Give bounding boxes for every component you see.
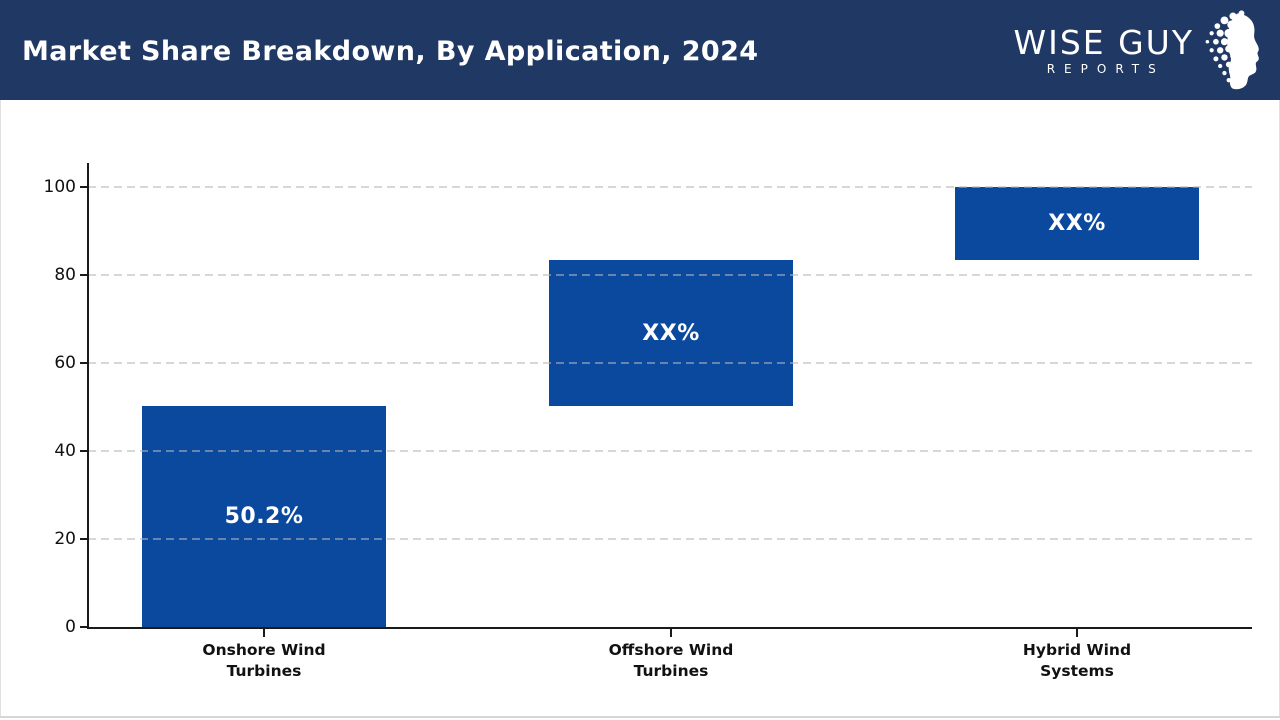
x-axis-tickmark <box>263 629 265 637</box>
y-axis-tickmark <box>80 626 88 628</box>
bar-segment: 50.2% <box>142 406 386 627</box>
logo-text: WISE GUY REPORTS <box>1013 22 1194 77</box>
gridline-y40 <box>88 450 1252 452</box>
y-axis-tickmark <box>80 362 88 364</box>
category-label-line: Offshore Wind <box>608 641 734 659</box>
y-axis-tickmark <box>80 538 88 540</box>
bar-segment: XX% <box>549 260 793 407</box>
category-label-line: Onshore Wind <box>202 641 326 659</box>
gridline-y100 <box>88 186 1252 188</box>
x-axis-category-label: Hybrid Wind Systems <box>917 640 1237 682</box>
x-axis-tickmark <box>1076 629 1078 637</box>
y-axis-tick-label: 20 <box>54 529 76 549</box>
category-label-line: Hybrid Wind <box>1022 641 1132 659</box>
logo-subtitle: REPORTS <box>1046 62 1165 77</box>
bar-value-label: 50.2% <box>224 504 304 530</box>
bar-value-label: XX% <box>1048 211 1106 237</box>
x-axis-tickmark <box>670 629 672 637</box>
y-axis-tickmark <box>80 274 88 276</box>
gridline-y60 <box>88 362 1252 364</box>
category-label-line: Turbines <box>226 662 302 680</box>
x-axis-category-label: Offshore Wind Turbines <box>511 640 831 682</box>
y-axis-tick-label: 100 <box>43 177 76 197</box>
y-axis-tick-label: 80 <box>54 265 76 285</box>
gridline-y20 <box>88 538 1252 540</box>
y-axis-tick-label: 0 <box>65 617 76 637</box>
y-axis-line <box>87 163 89 629</box>
y-axis-tickmark <box>80 186 88 188</box>
category-label-line: Turbines <box>633 662 709 680</box>
bar-value-label: XX% <box>642 320 700 346</box>
x-axis-category-label: Onshore Wind Turbines <box>104 640 424 682</box>
header-bar: Market Share Breakdown, By Application, … <box>0 0 1280 100</box>
logo-face-icon <box>1205 10 1259 90</box>
gridline-y80 <box>88 274 1252 276</box>
y-axis-tick-label: 40 <box>54 441 76 461</box>
y-axis-tickmark <box>80 450 88 452</box>
bar-segment: XX% <box>955 187 1199 261</box>
page-title: Market Share Breakdown, By Application, … <box>22 36 759 67</box>
x-axis-line <box>87 627 1252 629</box>
y-axis-tick-label: 60 <box>54 353 76 373</box>
logo-name: WISE GUY <box>1013 22 1194 62</box>
wise-guy-logo: WISE GUY REPORTS <box>1013 8 1270 94</box>
category-label-line: Systems <box>1040 662 1114 680</box>
